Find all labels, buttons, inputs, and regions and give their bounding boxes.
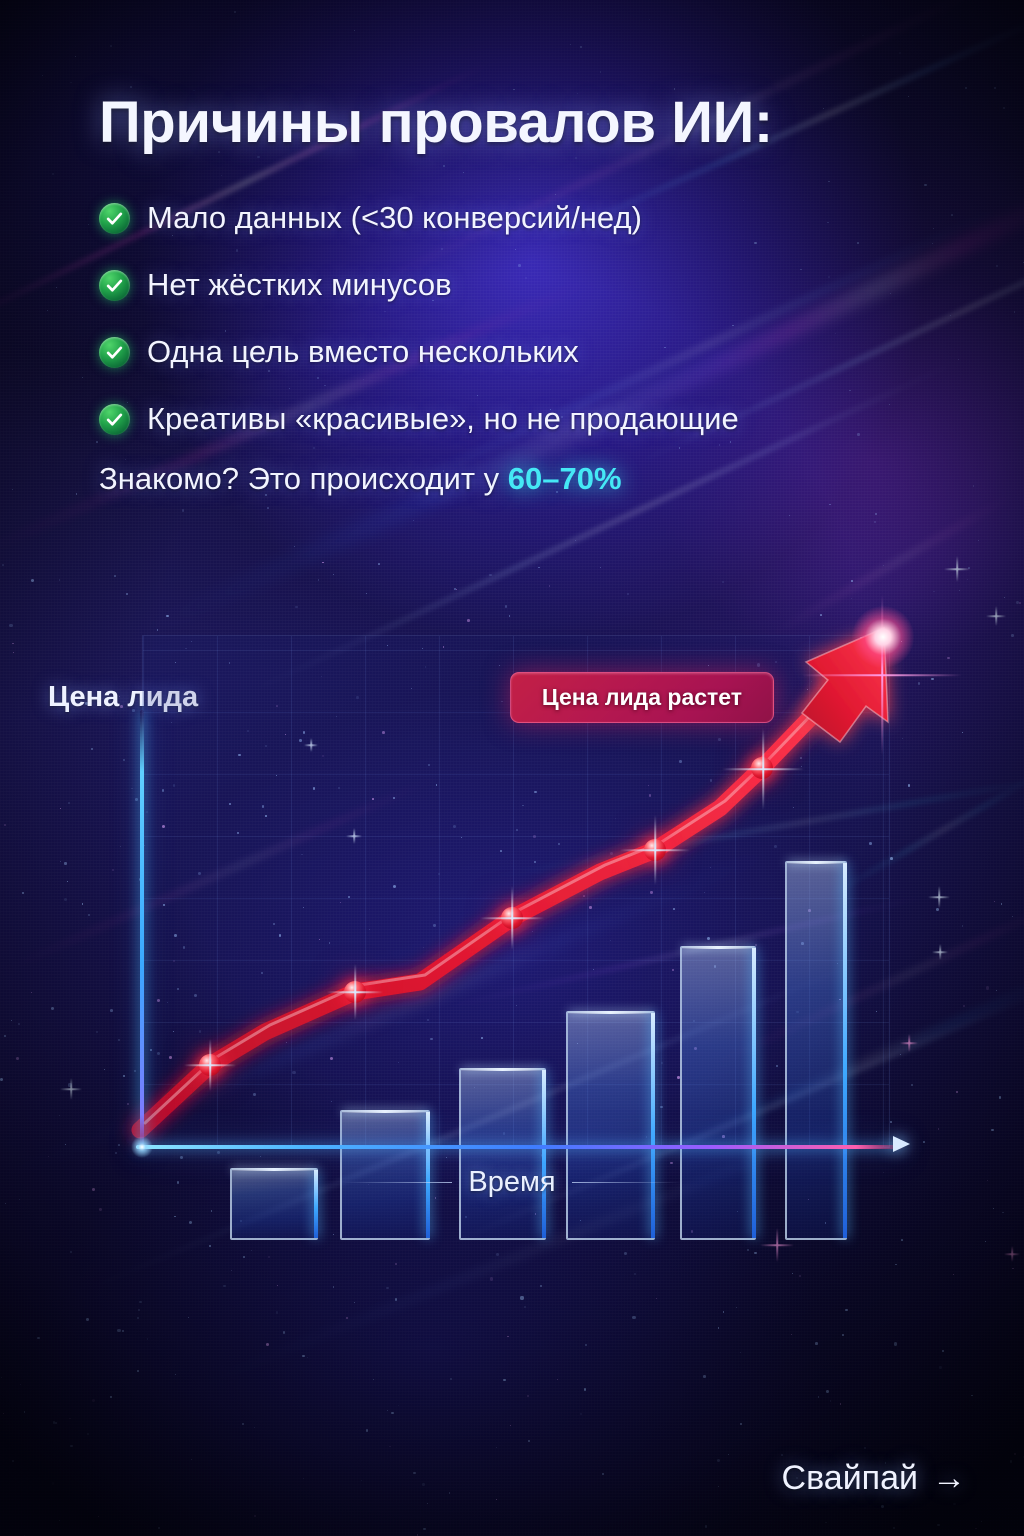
data-point-4 xyxy=(644,839,666,861)
bar-1 xyxy=(230,1168,318,1240)
bar-fill xyxy=(787,863,845,1238)
reasons-list: Мало данных (<30 конверсий/нед) Нет жёст… xyxy=(99,196,989,464)
bar-edge-glow xyxy=(843,863,847,1238)
bar-top-highlight xyxy=(461,1068,544,1071)
chart-annotation-label: Цена лида растет xyxy=(541,684,743,710)
list-item: Креативы «красивые», но не продающие xyxy=(99,397,989,441)
list-item-label: Мало данных (<30 конверсий/нед) xyxy=(147,200,642,235)
check-circle-icon xyxy=(99,202,130,234)
data-point-5 xyxy=(751,757,773,779)
lead-cost-growth-chart: Цена лида растет Время xyxy=(0,600,1024,1240)
chart-y-axis-label: Цена лида xyxy=(48,681,199,713)
chart-annotation-badge: Цена лида растет xyxy=(510,672,774,723)
bar-top-highlight xyxy=(232,1168,316,1171)
bar-edge-glow xyxy=(752,948,756,1238)
page-title: Причины провалов ИИ: xyxy=(99,90,773,155)
bar-3 xyxy=(459,1068,546,1240)
x-label-rule-left xyxy=(342,1182,453,1183)
data-point-3 xyxy=(501,907,523,929)
data-point-1 xyxy=(199,1054,221,1076)
bar-top-highlight xyxy=(787,861,845,864)
chart-x-axis xyxy=(136,1145,902,1149)
closing-question: Знакомо? Это происходит у 60–70% xyxy=(99,461,622,497)
bar-fill xyxy=(461,1070,544,1238)
status-badge: 60–70% xyxy=(507,461,622,496)
chart-x-axis-label-row: Время xyxy=(0,1166,1024,1199)
bar-fill xyxy=(682,948,754,1238)
list-item-label: Одна цель вместо нескольких xyxy=(147,334,579,369)
bar-fill xyxy=(568,1013,653,1238)
bar-top-highlight xyxy=(568,1011,653,1014)
swipe-cta-label: Свайпай xyxy=(781,1459,918,1497)
bar-edge-glow xyxy=(651,1013,655,1238)
bar-fill xyxy=(342,1112,428,1238)
list-item: Нет жёстких минусов xyxy=(99,263,989,307)
list-item-label: Нет жёстких минусов xyxy=(147,267,452,302)
bar-6 xyxy=(785,861,847,1240)
x-label-rule-right xyxy=(571,1182,682,1183)
arrow-right-icon: → xyxy=(932,1459,966,1497)
check-circle-icon xyxy=(99,403,130,435)
bar-edge-glow xyxy=(542,1070,546,1238)
chart-x-axis-label: Время xyxy=(468,1166,556,1198)
bar-edge-glow xyxy=(426,1112,430,1238)
closing-question-prefix: Знакомо? Это происходит у xyxy=(99,461,508,496)
list-item-label: Креативы «красивые», но не продающие xyxy=(147,401,739,436)
list-item: Мало данных (<30 конверсий/нед) xyxy=(99,196,989,240)
x-axis-arrow-icon xyxy=(893,1136,910,1152)
bar-edge-glow xyxy=(314,1170,318,1238)
swipe-cta[interactable]: Свайпай → xyxy=(782,1459,966,1498)
check-circle-icon xyxy=(99,269,130,301)
list-item: Одна цель вместо нескольких xyxy=(99,330,989,374)
bar-4 xyxy=(566,1011,655,1240)
bar-top-highlight xyxy=(342,1110,428,1113)
arrow-tip-glow xyxy=(852,606,914,668)
check-circle-icon xyxy=(99,336,130,368)
bar-2 xyxy=(340,1110,430,1240)
axis-origin-glow xyxy=(131,1136,153,1158)
bar-5 xyxy=(680,946,756,1240)
data-point-2 xyxy=(344,981,366,1003)
bar-top-highlight xyxy=(682,946,754,949)
chart-y-axis xyxy=(140,710,144,1150)
bar-fill xyxy=(232,1170,316,1238)
